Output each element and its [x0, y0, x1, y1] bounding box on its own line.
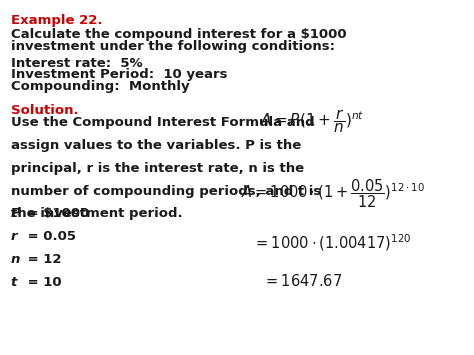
Text: Solution.: Solution. [11, 104, 78, 116]
Text: $A = P(1+\dfrac{r}{n})^{nt}$: $A = P(1+\dfrac{r}{n})^{nt}$ [260, 107, 364, 135]
Text: $= 1000 \cdot (1.00417)^{120}$: $= 1000 \cdot (1.00417)^{120}$ [253, 232, 411, 253]
Text: = $1000: = $1000 [23, 207, 90, 220]
Text: t: t [11, 276, 17, 289]
Text: $A = 1000 \cdot (1+\dfrac{0.05}{12})^{12 \cdot 10}$: $A = 1000 \cdot (1+\dfrac{0.05}{12})^{12… [241, 178, 425, 210]
Text: $= 1647.67$: $= 1647.67$ [264, 273, 343, 289]
Text: assign values to the variables. P is the: assign values to the variables. P is the [11, 139, 301, 152]
Text: = 10: = 10 [23, 276, 62, 289]
Text: Compounding:  Monthly: Compounding: Monthly [11, 80, 189, 93]
Text: Calculate the compound interest for a $1000: Calculate the compound interest for a $1… [11, 28, 346, 41]
Text: Investment Period:  10 years: Investment Period: 10 years [11, 68, 227, 81]
Text: number of compounding periods, and t is: number of compounding periods, and t is [11, 185, 321, 197]
Text: n: n [11, 253, 20, 266]
Text: the investment period.: the investment period. [11, 207, 182, 220]
Text: = 0.05: = 0.05 [23, 230, 76, 243]
Text: Interest rate:  5%: Interest rate: 5% [11, 57, 142, 70]
Text: investment under the following conditions:: investment under the following condition… [11, 40, 335, 53]
Text: = 12: = 12 [23, 253, 62, 266]
Text: r: r [11, 230, 17, 243]
Text: P: P [11, 207, 20, 220]
Text: principal, r is the interest rate, n is the: principal, r is the interest rate, n is … [11, 162, 304, 175]
Text: Example 22.: Example 22. [11, 14, 102, 27]
Text: Use the Compound Interest Formula and: Use the Compound Interest Formula and [11, 116, 314, 129]
